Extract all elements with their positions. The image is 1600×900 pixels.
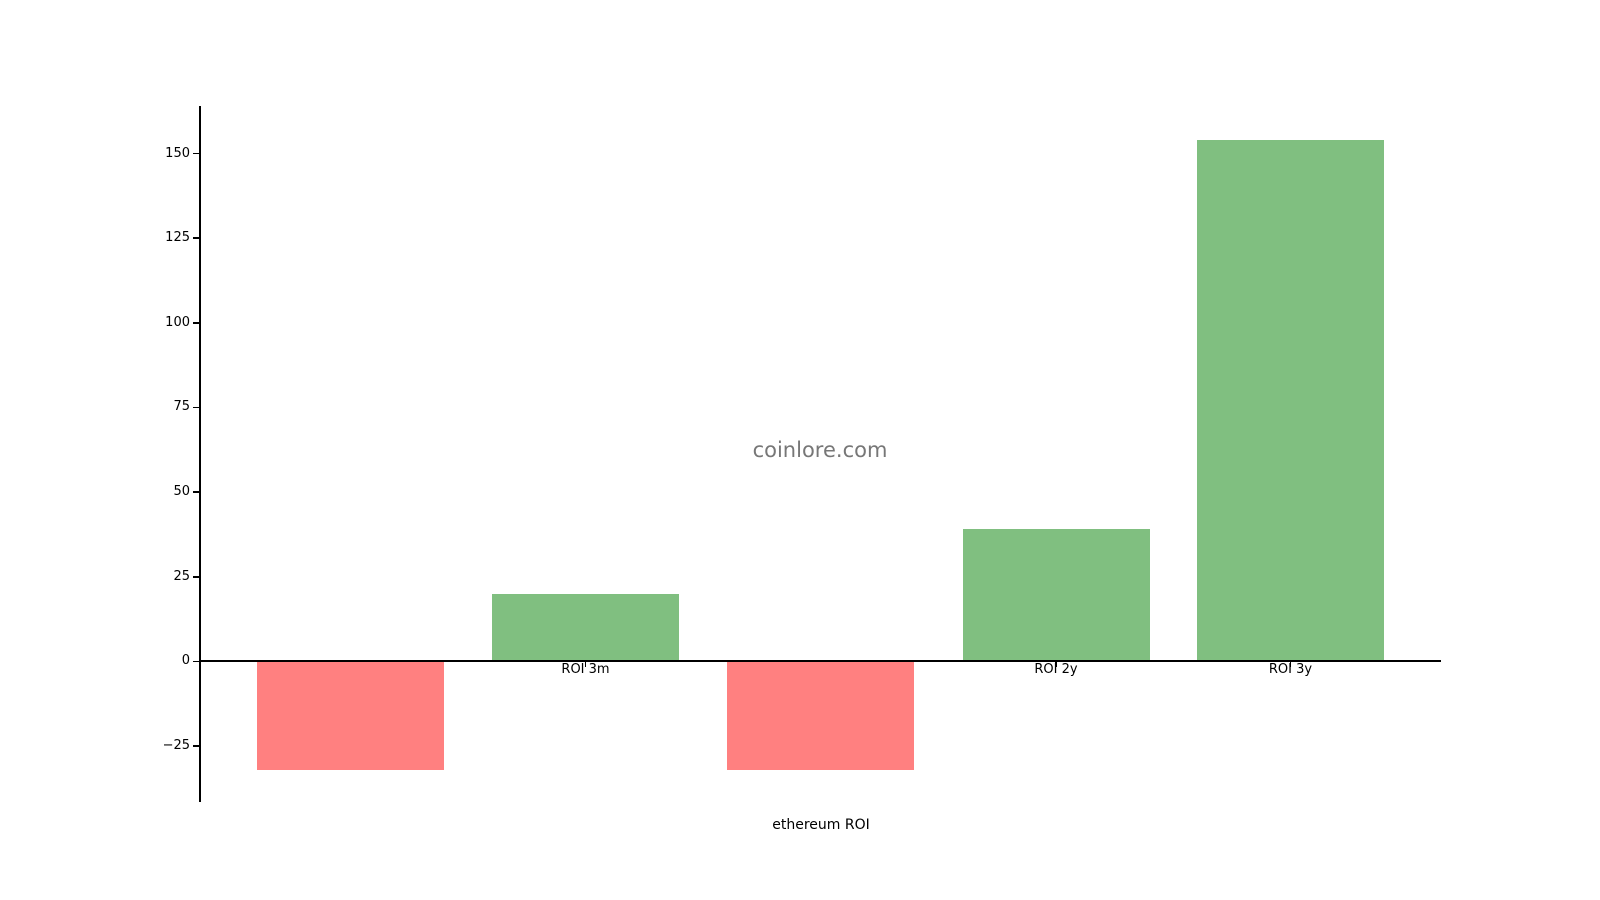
x-tick xyxy=(1055,661,1057,667)
x-axis-line xyxy=(199,660,1441,662)
y-tick xyxy=(193,152,199,155)
y-tick-label: 125 xyxy=(165,230,190,246)
y-tick-label: −25 xyxy=(162,738,190,754)
bar-roi-2y xyxy=(962,529,1150,662)
y-tick xyxy=(193,660,199,663)
x-tick-label: ROI 3y xyxy=(1268,662,1313,677)
bar-roi-3m xyxy=(492,593,679,662)
bar xyxy=(726,661,914,770)
x-tick xyxy=(584,661,587,667)
y-tick xyxy=(193,491,199,493)
watermark: coinlore.com xyxy=(752,438,888,462)
y-tick xyxy=(193,406,199,409)
x-tick xyxy=(1289,661,1292,667)
x-tick-label: ROI 2y xyxy=(1034,662,1078,677)
y-tick-label: 25 xyxy=(173,568,190,584)
y-tick-label: 100 xyxy=(165,314,190,330)
x-axis-title: ethereum ROI xyxy=(772,817,870,833)
x-tick-label: ROI 3m xyxy=(561,662,610,677)
y-tick-label: 75 xyxy=(173,399,190,415)
y-tick xyxy=(193,576,199,578)
y-tick-label: 50 xyxy=(173,484,190,500)
y-tick-label: 0 xyxy=(181,653,190,669)
y-tick-label: 150 xyxy=(165,145,190,161)
y-tick xyxy=(193,322,199,324)
y-axis-line xyxy=(199,106,201,802)
bar xyxy=(256,661,444,770)
y-tick xyxy=(193,237,199,239)
bar-roi-3y xyxy=(1197,139,1384,662)
y-tick xyxy=(193,745,199,747)
